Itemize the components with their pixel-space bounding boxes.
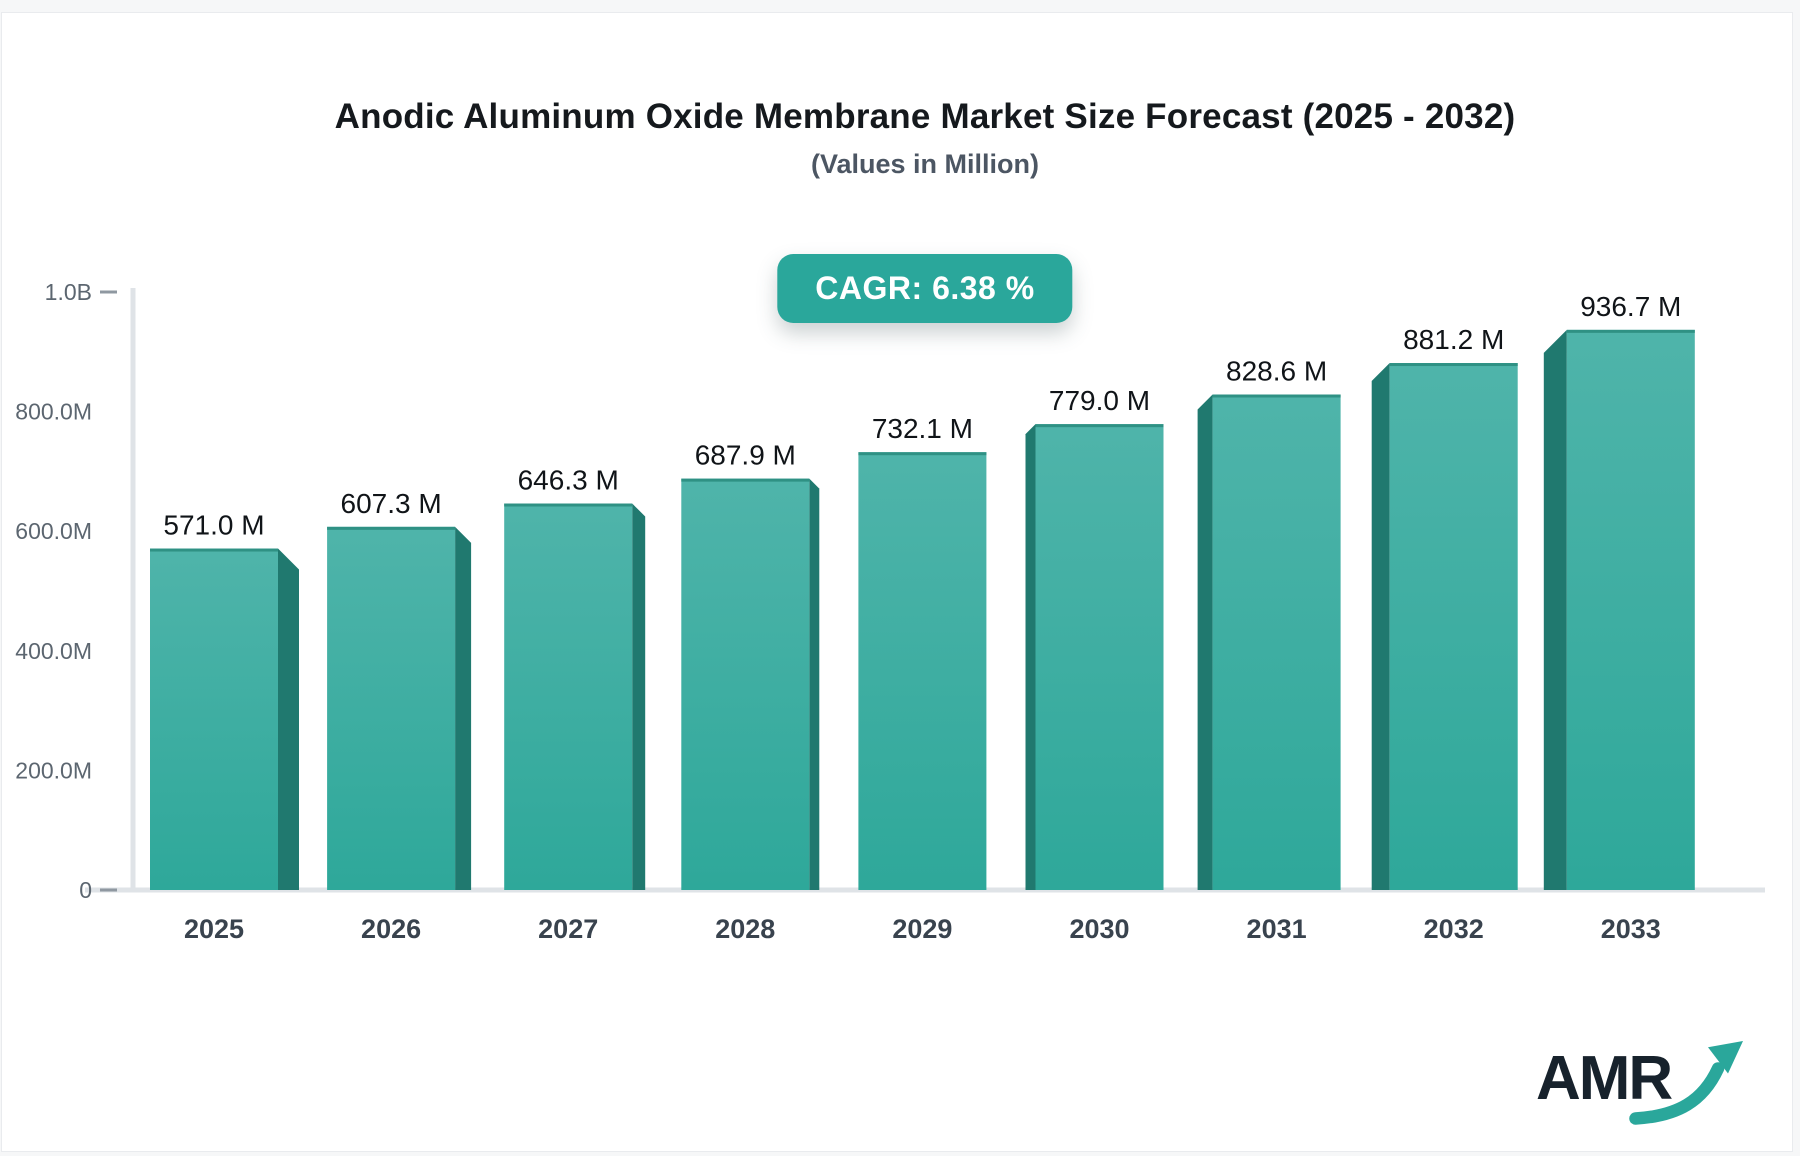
bar-side-face [455,526,472,890]
amr-logo: AMR [1536,1035,1766,1130]
bar-value-label: 571.0 M [163,510,264,541]
bar-value-label: 646.3 M [518,465,619,496]
bar [1035,424,1164,890]
bar [1566,329,1695,890]
y-tick-label: 800.0M [15,399,92,425]
bar-side-face [1543,329,1567,890]
bar [150,548,278,890]
bar-top-edge [858,452,987,456]
x-category-label: 2026 [361,914,421,944]
chart-subtitle: (Values in Million) [810,149,1040,179]
y-tick-label: 0 [79,877,92,903]
x-category-label: 2030 [1069,914,1129,944]
y-tick-label: 1.0B [45,279,92,305]
y-tick-label: 200.0M [15,757,92,783]
bar [858,452,987,890]
cagr-badge: CAGR: 6.38 % [777,254,1073,323]
bar-value-label: 732.1 M [872,413,973,444]
growth-arrow-icon [1629,1041,1743,1125]
bar-top-edge [1389,363,1518,367]
x-category-label: 2032 [1424,914,1484,944]
bar-value-label: 687.9 M [695,440,796,471]
x-category-label: 2033 [1601,914,1661,944]
bar-top-edge [504,503,633,507]
bar [681,478,810,890]
bar [1389,363,1518,891]
bar-value-label: 881.2 M [1403,324,1504,355]
bar [1212,394,1341,890]
bar-value-label: 828.6 M [1226,355,1327,386]
bar-value-label: 936.7 M [1580,291,1681,322]
bar-top-edge [1212,394,1341,398]
bar-side-face [1371,363,1390,891]
bar-top-edge [327,526,456,530]
bar-side-face [809,478,820,890]
bar-value-label: 607.3 M [341,488,442,519]
bar-side-face [278,548,299,890]
bar-top-edge [1035,424,1164,428]
bar-side-face [1025,424,1036,890]
bar-top-edge [1566,329,1695,333]
bar [504,503,633,890]
x-category-label: 2031 [1247,914,1307,944]
y-tick-label: 600.0M [15,518,92,544]
bar-side-face [1197,394,1213,890]
bar-top-edge [150,548,278,552]
bar [327,526,456,890]
bar-value-label: 779.0 M [1049,385,1150,416]
x-category-label: 2029 [892,914,952,944]
bar-side-face [632,503,646,890]
x-category-label: 2025 [184,914,244,944]
y-tick-label: 400.0M [15,638,92,664]
logo-text: AMR [1536,1044,1673,1113]
x-category-label: 2028 [715,914,775,944]
bar-top-edge [681,478,810,482]
chart-title: Anodic Aluminum Oxide Membrane Market Si… [334,97,1516,136]
x-category-label: 2027 [538,914,598,944]
